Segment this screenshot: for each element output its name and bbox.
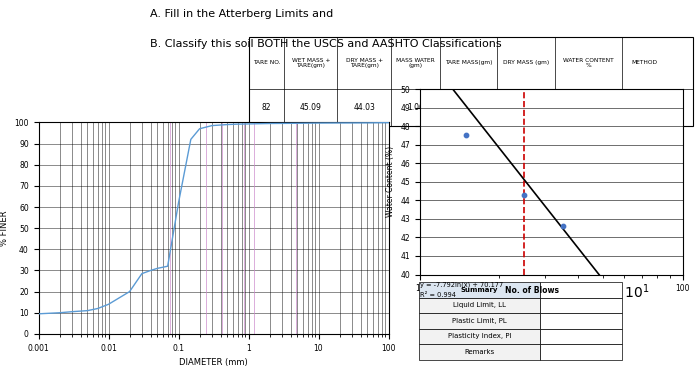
Text: Remarks: Remarks	[464, 349, 495, 355]
Text: Summary: Summary	[461, 287, 498, 293]
Text: 1.06: 1.06	[407, 103, 424, 112]
X-axis label: DIAMETER (mm): DIAMETER (mm)	[179, 358, 248, 367]
Bar	[419, 282, 540, 298]
Text: DRY MASS (gm): DRY MASS (gm)	[503, 60, 550, 65]
Text: 45.09: 45.09	[300, 103, 322, 112]
Text: WET MASS +
TARE(gm): WET MASS + TARE(gm)	[291, 58, 330, 68]
Text: R² = 0.994: R² = 0.994	[420, 292, 456, 298]
Text: Plastic Limit, PL: Plastic Limit, PL	[452, 318, 507, 324]
Text: DRY MASS +
TARE(gm): DRY MASS + TARE(gm)	[346, 58, 383, 68]
Bar	[540, 313, 622, 329]
Bar	[419, 313, 540, 329]
Text: Plasticity Index, PI: Plasticity Index, PI	[448, 334, 511, 339]
Text: WATER CONTENT
%: WATER CONTENT %	[564, 58, 614, 68]
Y-axis label: Water Content (%): Water Content (%)	[386, 146, 395, 217]
Bar	[540, 344, 622, 360]
Text: 38.68: 38.68	[458, 103, 480, 112]
Text: y = -7.792ln(x) + 70.177: y = -7.792ln(x) + 70.177	[420, 281, 503, 288]
Point	[557, 223, 568, 229]
Text: 82: 82	[262, 103, 271, 112]
Text: TARE NO.: TARE NO.	[253, 60, 280, 65]
Bar	[419, 344, 540, 360]
Text: Liquid Limit, LL: Liquid Limit, LL	[453, 302, 506, 308]
Text: METHOD: METHOD	[631, 60, 657, 65]
Text: 19.81: 19.81	[578, 103, 599, 112]
Bar	[540, 329, 622, 344]
Point	[519, 192, 530, 198]
Text: No. of Blows: No. of Blows	[505, 286, 559, 295]
Text: TARE MASS(gm): TARE MASS(gm)	[444, 60, 492, 65]
Text: Hand: Hand	[634, 103, 655, 112]
Y-axis label: % FINER: % FINER	[0, 210, 8, 246]
Bar	[540, 298, 622, 313]
Text: A. Fill in the Atterberg Limits and: A. Fill in the Atterberg Limits and	[150, 9, 334, 19]
Text: MASS WATER
(gm): MASS WATER (gm)	[395, 58, 435, 68]
Text: 5.35: 5.35	[518, 103, 535, 112]
Bar	[419, 298, 540, 313]
Text: 44.03: 44.03	[353, 103, 375, 112]
Text: B. Classify this soil BOTH the USCS and AASHTO Classifications: B. Classify this soil BOTH the USCS and …	[150, 39, 502, 49]
Bar	[540, 282, 622, 298]
Point	[461, 132, 472, 138]
Bar	[419, 329, 540, 344]
